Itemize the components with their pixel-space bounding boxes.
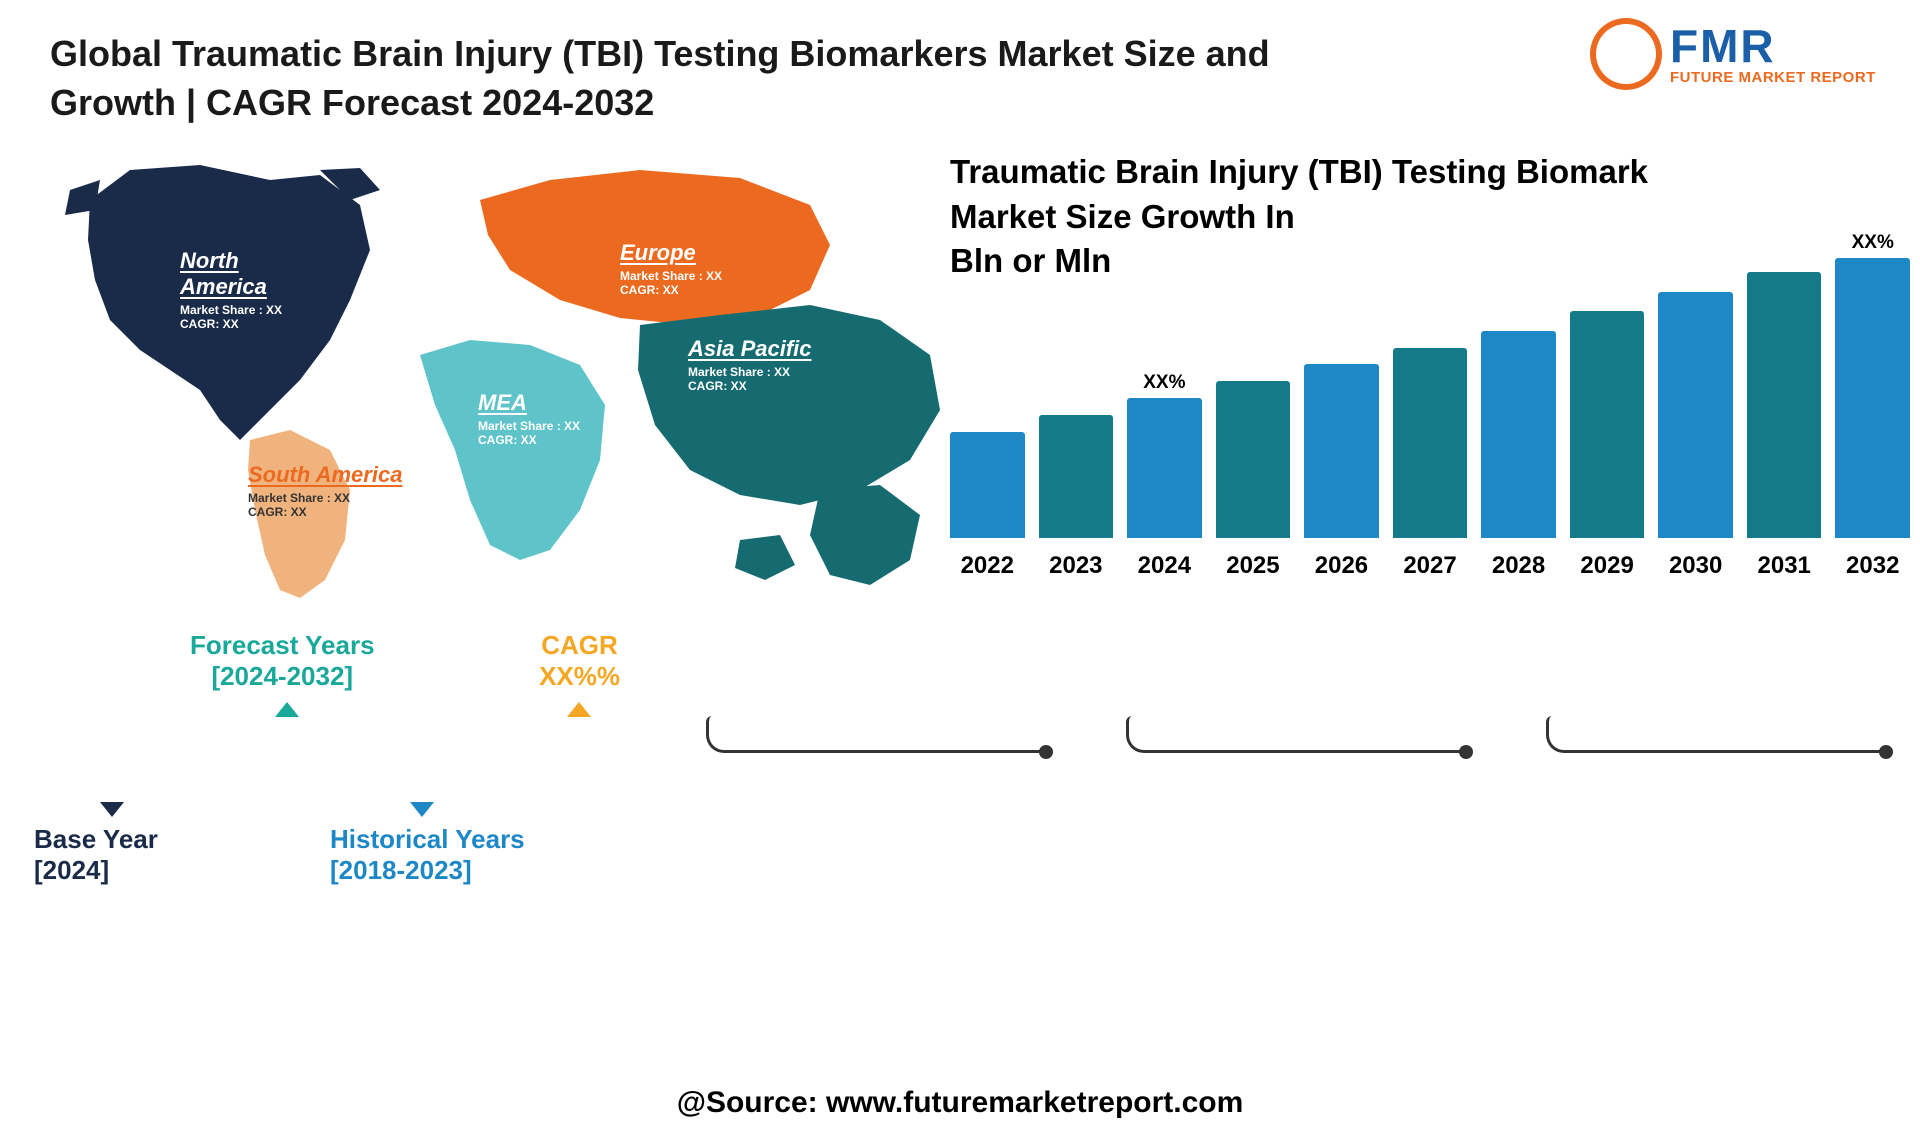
bar-2030 [1658, 292, 1733, 538]
xaxis-tick: 2024 [1127, 552, 1202, 580]
list-market-players [706, 716, 1050, 753]
xaxis-tick: 2029 [1570, 552, 1645, 580]
bar-2026 [1304, 364, 1379, 538]
bar-2024: XX% [1127, 398, 1202, 538]
historical-years-label: Historical Years [2018-2023] [330, 824, 525, 886]
logo-icon [1590, 18, 1662, 90]
col-market-players: Market players [680, 640, 1050, 753]
segment-columns: Market players By type By application [680, 640, 1890, 753]
world-map: NorthAmerica Market Share : XX CAGR: XX … [40, 160, 960, 580]
growth-bar-chart: Traumatic Brain Injury (TBI) Testing Bio… [950, 150, 1920, 580]
source-attribution: @Source: www.futuremarketreport.com [677, 1086, 1244, 1120]
bar-label: XX% [1143, 372, 1185, 394]
region-north-america: NorthAmerica Market Share : XX CAGR: XX [180, 248, 282, 331]
xaxis-tick: 2032 [1835, 552, 1910, 580]
xaxis-tick: 2026 [1304, 552, 1379, 580]
chart-xaxis: 2022 2023 2024 2025 2026 2027 2028 2029 2030 2031… [950, 552, 1910, 580]
bar-2028 [1481, 331, 1556, 538]
col-by-application: By application [1520, 640, 1890, 753]
xaxis-tick: 2025 [1216, 552, 1291, 580]
chart-bars: XX% XX% [950, 238, 1910, 538]
logo-subtitle: FUTURE MARKET REPORT [1670, 69, 1876, 86]
cagr-label: CAGR XX%% [539, 630, 620, 692]
xaxis-tick: 2023 [1039, 552, 1114, 580]
region-europe: Europe Market Share : XX CAGR: XX [620, 240, 722, 297]
xaxis-tick: 2028 [1481, 552, 1556, 580]
fmr-logo: FMR FUTURE MARKET REPORT [1590, 18, 1890, 90]
base-year-label: Base Year [2024] [34, 824, 158, 886]
region-mea: MEA Market Share : XX CAGR: XX [478, 390, 580, 447]
col-by-type: By type [1100, 640, 1470, 753]
bar-2022 [950, 432, 1025, 538]
timeline-bar [40, 720, 650, 792]
bar-2023 [1039, 415, 1114, 538]
bar-label: XX% [1852, 232, 1894, 254]
timeline-block: Forecast Years [2024-2032] CAGR XX%% Bas… [40, 630, 650, 912]
map-svg [40, 160, 960, 600]
xaxis-tick: 2022 [950, 552, 1025, 580]
xaxis-tick: 2030 [1658, 552, 1733, 580]
bar-2031 [1747, 272, 1822, 538]
page-title: Global Traumatic Brain Injury (TBI) Test… [50, 30, 1330, 127]
bar-2032: XX% [1835, 258, 1910, 538]
bar-2027 [1393, 348, 1468, 538]
bar-2025 [1216, 381, 1291, 538]
list-by-type [1126, 716, 1470, 753]
pill-by-application: By application [1520, 640, 1890, 702]
pill-market-players: Market players [680, 640, 1050, 702]
list-by-application [1546, 716, 1890, 753]
forecast-years-label: Forecast Years [2024-2032] [190, 630, 375, 692]
region-south-america: South America Market Share : XX CAGR: XX [248, 462, 402, 519]
region-asia-pacific: Asia Pacific Market Share : XX CAGR: XX [688, 336, 812, 393]
xaxis-tick: 2031 [1747, 552, 1822, 580]
bar-2029 [1570, 311, 1645, 538]
xaxis-tick: 2027 [1393, 552, 1468, 580]
pill-by-type: By type [1100, 640, 1470, 702]
logo-text: FMR [1670, 23, 1876, 69]
